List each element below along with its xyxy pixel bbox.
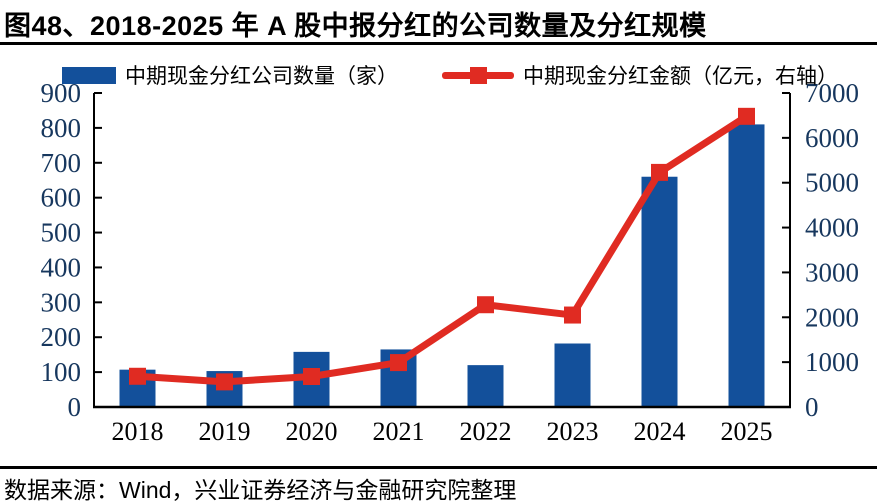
x-tick-label-2019: 2019 — [199, 417, 251, 446]
y-left-tick-label-600: 600 — [41, 183, 82, 213]
line-marker-2025 — [738, 107, 755, 125]
chart-legend: 中期现金分红公司数量（家） 中期现金分红金额（亿元，右轴） — [62, 60, 838, 90]
x-tick-label-2025: 2025 — [721, 417, 773, 446]
line-legend-marker-icon — [469, 66, 487, 84]
line-marker-2021 — [390, 354, 407, 372]
dividend-amount-line — [134, 112, 750, 386]
bar-2024 — [641, 176, 678, 407]
y-left-tick-label-400: 400 — [41, 252, 82, 282]
y-right-tick-label-1000: 1000 — [805, 347, 859, 377]
x-tick-label-2020: 2020 — [286, 417, 338, 446]
y-right-tick-label-0: 0 — [805, 392, 819, 422]
y-right-tick-label-4000: 4000 — [805, 213, 859, 243]
y-left-tick-label-500: 500 — [41, 218, 82, 248]
legend-label-dividend-amount: 中期现金分红金额（亿元，右轴） — [523, 65, 838, 88]
footer-rule — [0, 466, 877, 469]
x-tick-label-2021: 2021 — [373, 417, 425, 446]
x-tick-label-2018: 2018 — [112, 417, 164, 446]
line-marker-2020 — [303, 367, 320, 385]
bar-2022 — [467, 365, 504, 407]
x-tick-label-2024: 2024 — [634, 417, 686, 446]
figure-title: 图48、2018-2025 年 A 股中报分红的公司数量及分红规模 — [4, 11, 707, 41]
data-source: 数据来源：Wind，兴业证券经济与金融研究院整理 — [4, 477, 517, 502]
y-left-tick-label-200: 200 — [41, 322, 82, 352]
line-marker-2022 — [477, 296, 494, 314]
line-marker-2019 — [216, 373, 233, 391]
bar-2025 — [728, 124, 765, 408]
line-legend-swatch-icon — [442, 66, 514, 84]
y-right-tick-label-6000: 6000 — [805, 123, 859, 153]
y-right-tick-label-2000: 2000 — [805, 302, 859, 332]
bar-2023 — [554, 343, 591, 407]
y-left-tick-label-0: 0 — [68, 392, 82, 422]
y-right-tick-label-5000: 5000 — [805, 168, 859, 198]
x-tick-label-2022: 2022 — [460, 417, 512, 446]
y-left-tick-label-700: 700 — [41, 148, 82, 178]
line-marker-2023 — [564, 306, 581, 324]
legend-item-company-count: 中期现金分红公司数量（家） — [62, 60, 398, 90]
y-left-tick-label-300: 300 — [41, 287, 82, 317]
y-left-tick-label-800: 800 — [41, 113, 82, 143]
y-right-tick-label-3000: 3000 — [805, 257, 859, 287]
legend-label-company-count: 中期现金分红公司数量（家） — [125, 65, 398, 88]
bar-legend-swatch-icon — [62, 66, 116, 84]
title-rule — [0, 42, 877, 45]
y-right-tick-label-7000: 7000 — [805, 78, 859, 108]
x-tick-label-2023: 2023 — [547, 417, 599, 446]
line-marker-2018 — [129, 367, 146, 385]
y-left-tick-label-100: 100 — [41, 357, 82, 387]
legend-item-dividend-amount: 中期现金分红金额（亿元，右轴） — [442, 60, 838, 90]
line-marker-2024 — [651, 163, 668, 181]
